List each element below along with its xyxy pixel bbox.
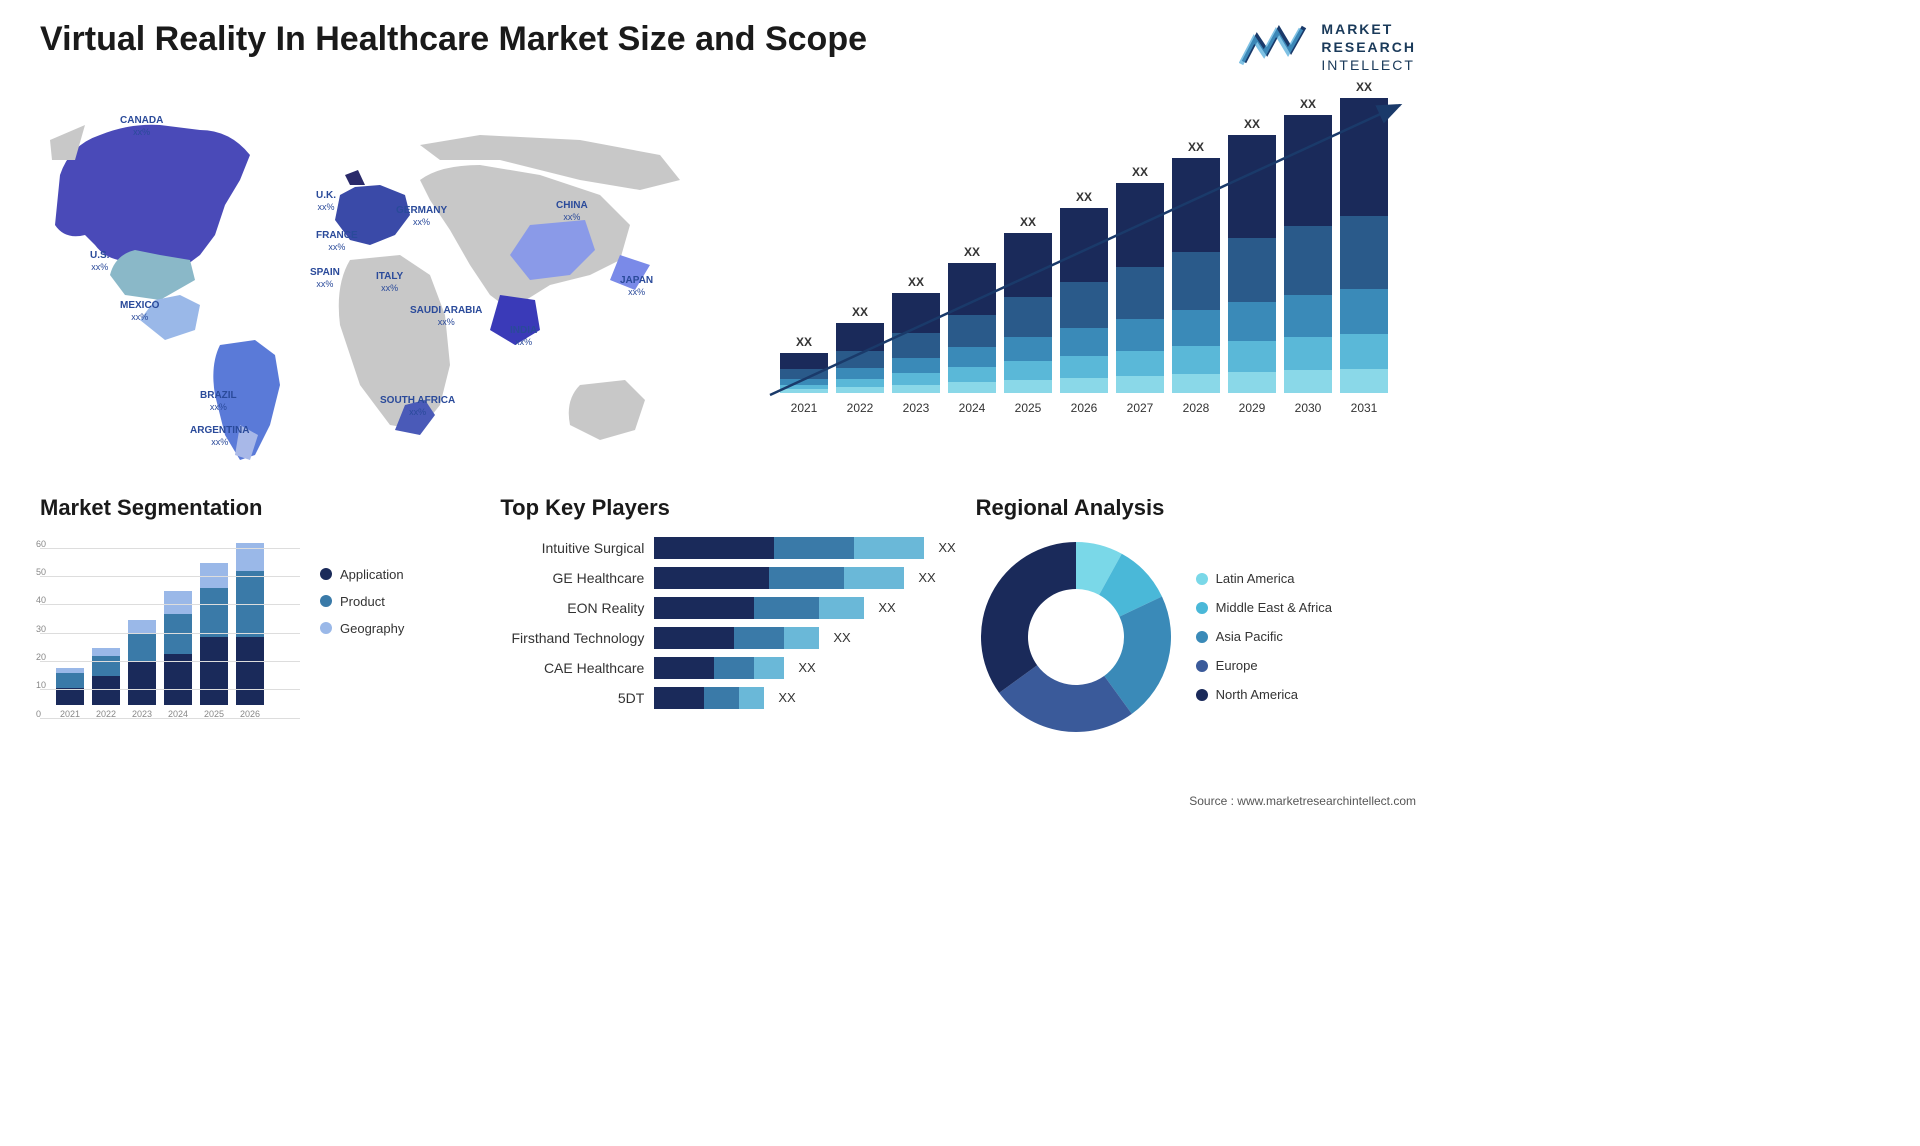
- map-country-label: FRANCExx%: [316, 230, 358, 254]
- seg-legend-item: Application: [320, 567, 404, 582]
- segmentation-panel: Market Segmentation 2021 2022 2023 2024 2025…: [40, 495, 480, 737]
- seg-bar-group: 2026: [236, 543, 264, 718]
- player-bar: [654, 657, 784, 679]
- player-value: XX: [918, 570, 935, 585]
- player-bar: [654, 597, 864, 619]
- seg-bar-group: 2024: [164, 591, 192, 718]
- seg-legend-item: Geography: [320, 621, 404, 636]
- map-country-label: ITALYxx%: [376, 271, 403, 295]
- regional-title: Regional Analysis: [976, 495, 1416, 521]
- seg-ytick: 60: [36, 539, 38, 549]
- players-chart: Intuitive SurgicalXXGE HealthcareXXEON R…: [500, 537, 955, 709]
- regional-donut-chart: [976, 537, 1176, 737]
- source-attribution: Source : www.marketresearchintellect.com: [1189, 794, 1416, 808]
- regional-legend-item: Middle East & Africa: [1196, 600, 1332, 615]
- regional-panel: Regional Analysis Latin America Middle Ea…: [976, 495, 1416, 737]
- player-name: Firsthand Technology: [500, 630, 650, 646]
- player-bar: [654, 687, 764, 709]
- map-country-label: INDIAxx%: [510, 325, 537, 349]
- player-row: GE Healthcare XX: [500, 567, 955, 589]
- seg-legend-item: Product: [320, 594, 404, 609]
- map-country-label: SPAINxx%: [310, 267, 340, 291]
- regional-legend-item: Europe: [1196, 658, 1332, 673]
- seg-bar: [92, 648, 120, 705]
- map-country-label: MEXICOxx%: [120, 300, 159, 324]
- logo-mark-icon: [1239, 22, 1309, 72]
- segmentation-chart: 202120222023202420252026 0102030405060: [40, 537, 300, 737]
- player-bar: [654, 537, 924, 559]
- seg-bar: [164, 591, 192, 704]
- seg-ytick: 50: [36, 567, 38, 577]
- map-country-label: ARGENTINAxx%: [190, 425, 249, 449]
- segmentation-title: Market Segmentation: [40, 495, 480, 521]
- regional-legend-item: Asia Pacific: [1196, 629, 1332, 644]
- map-country-label: CHINAxx%: [556, 200, 588, 224]
- player-value: XX: [798, 660, 815, 675]
- player-value: XX: [833, 630, 850, 645]
- player-value: XX: [938, 540, 955, 555]
- donut-slice: [981, 542, 1076, 693]
- player-name: Intuitive Surgical: [500, 540, 650, 556]
- seg-ytick: 0: [36, 709, 38, 719]
- player-row: CAE Healthcare XX: [500, 657, 955, 679]
- player-name: CAE Healthcare: [500, 660, 650, 676]
- seg-bar-group: 2025: [200, 563, 228, 719]
- logo-text: MARKET RESEARCH INTELLECT: [1321, 20, 1416, 75]
- player-name: 5DT: [500, 690, 650, 706]
- regional-legend-item: North America: [1196, 687, 1332, 702]
- regional-legend-item: Latin America: [1196, 571, 1332, 586]
- world-map: CANADAxx% U.S.xx% MEXICOxx% BRAZILxx% ARGENT…: [40, 85, 720, 465]
- player-value: XX: [878, 600, 895, 615]
- seg-ytick: 20: [36, 652, 38, 662]
- map-country-label: JAPANxx%: [620, 275, 653, 299]
- map-country-label: CANADAxx%: [120, 115, 163, 139]
- player-bar: [654, 627, 819, 649]
- regional-legend: Latin America Middle East & Africa Asia Pa…: [1196, 571, 1332, 702]
- player-row: EON Reality XX: [500, 597, 955, 619]
- page-title: Virtual Reality In Healthcare Market Siz…: [40, 20, 867, 59]
- seg-bar: [236, 543, 264, 704]
- player-bar: [654, 567, 904, 589]
- player-name: EON Reality: [500, 600, 650, 616]
- map-country-label: U.K.xx%: [316, 190, 336, 214]
- player-row: 5DT XX: [500, 687, 955, 709]
- seg-ytick: 10: [36, 680, 38, 690]
- segmentation-legend: Application Product Geography: [320, 537, 404, 737]
- seg-ytick: 30: [36, 624, 38, 634]
- players-title: Top Key Players: [500, 495, 955, 521]
- trend-arrow-icon: [760, 85, 1420, 415]
- player-name: GE Healthcare: [500, 570, 650, 586]
- seg-bar-group: 2022: [92, 648, 120, 719]
- players-panel: Top Key Players Intuitive SurgicalXXGE H…: [500, 495, 955, 737]
- seg-bar-group: 2023: [128, 620, 156, 719]
- seg-bar-group: 2021: [56, 668, 84, 719]
- main-growth-chart: XX2021XX2022XX2023XX2024XX2025XX2026XX20…: [760, 85, 1416, 465]
- brand-logo: MARKET RESEARCH INTELLECT: [1239, 20, 1416, 75]
- map-country-label: SAUDI ARABIAxx%: [410, 305, 482, 329]
- player-row: Intuitive Surgical XX: [500, 537, 955, 559]
- map-country-label: GERMANYxx%: [396, 205, 447, 229]
- player-row: Firsthand Technology XX: [500, 627, 955, 649]
- seg-bar: [56, 668, 84, 705]
- player-value: XX: [778, 690, 795, 705]
- map-country-label: U.S.xx%: [90, 250, 109, 274]
- seg-bar: [200, 563, 228, 705]
- map-country-label: SOUTH AFRICAxx%: [380, 395, 455, 419]
- seg-ytick: 40: [36, 595, 38, 605]
- map-country-label: BRAZILxx%: [200, 390, 237, 414]
